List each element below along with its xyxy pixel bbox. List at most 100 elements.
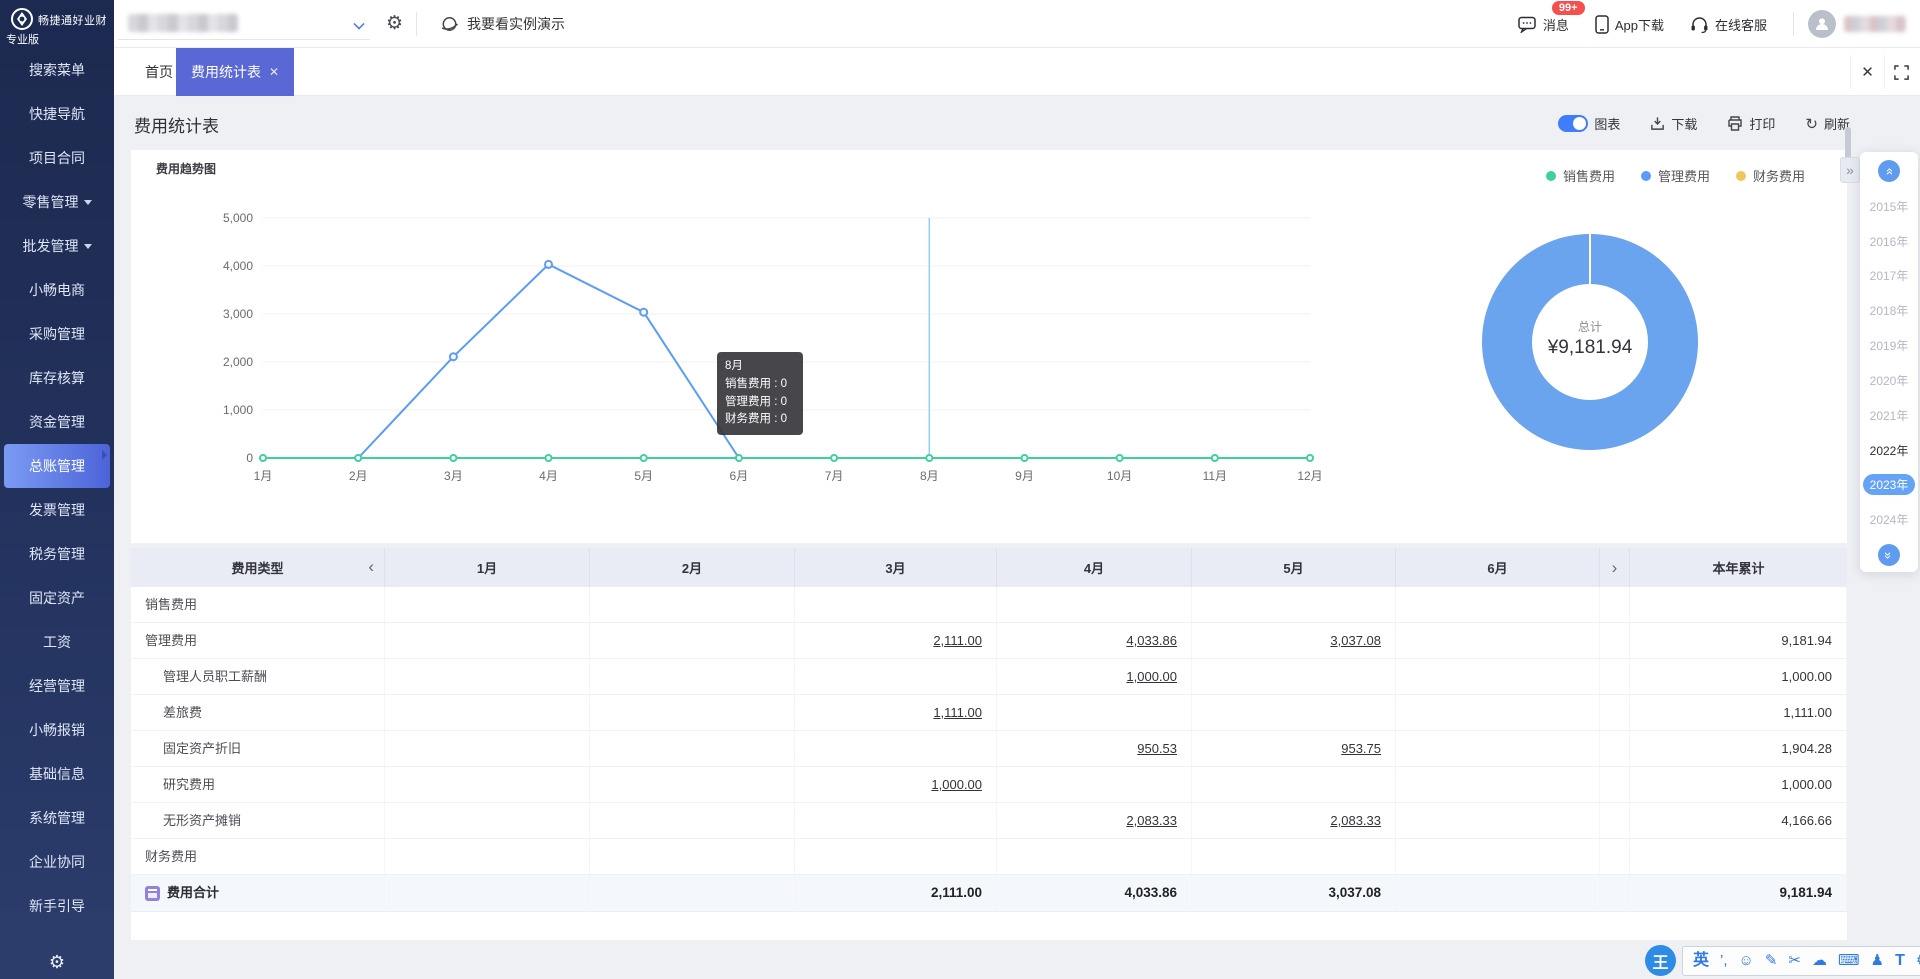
sidebar-item-经营管理[interactable]: 经营管理: [0, 664, 114, 708]
svg-text:3月: 3月: [444, 469, 463, 483]
cell-value[interactable]: 953.75: [1341, 741, 1381, 756]
sidebar-item-资金管理[interactable]: 资金管理: [0, 400, 114, 444]
sidebar-item-label: 批发管理: [22, 238, 79, 254]
sidebar-item-新手引导[interactable]: 新手引导: [0, 884, 114, 928]
year-option-2023年[interactable]: 2023年: [1862, 474, 1916, 496]
year-option-2024年[interactable]: 2024年: [1869, 513, 1909, 528]
sidebar-item-小畅报销[interactable]: 小畅报销: [0, 708, 114, 752]
svg-text:0: 0: [246, 451, 253, 465]
punctuation-mode[interactable]: ’,: [1720, 952, 1728, 969]
row-label-管理人员职工薪酬: 管理人员职工薪酬: [131, 659, 385, 695]
person-icon: [1816, 18, 1828, 30]
keyboard-icon[interactable]: ⌨: [1838, 952, 1860, 969]
sidebar-item-搜索菜单[interactable]: 搜索菜单: [0, 48, 114, 92]
company-select[interactable]: [118, 8, 370, 40]
cell-差旅费-累计: 1,111.00: [1630, 695, 1847, 731]
close-all-tabs-icon[interactable]: ✕: [1850, 55, 1884, 89]
cell-value[interactable]: 2,083.33: [1126, 813, 1177, 828]
sidebar-item-总账管理[interactable]: 总账管理: [4, 444, 110, 488]
refresh-button[interactable]: ↻ 刷新: [1805, 114, 1850, 133]
year-option-2018年[interactable]: 2018年: [1869, 304, 1909, 319]
cell-value[interactable]: 1,111.00: [933, 705, 982, 720]
company-name-blurred: [128, 14, 238, 32]
year-option-2016年[interactable]: 2016年: [1869, 234, 1909, 249]
cell-销售费用-2月: [590, 587, 795, 623]
year-option-2020年[interactable]: 2020年: [1869, 373, 1909, 388]
cell-value[interactable]: 2,111.00: [933, 633, 982, 648]
settings-icon[interactable]: ⚙: [1916, 953, 1920, 968]
sidebar-item-小畅电商[interactable]: 小畅电商: [0, 268, 114, 312]
cell-value[interactable]: 950.53: [1137, 741, 1177, 756]
app-download-button[interactable]: App下载: [1595, 14, 1664, 34]
sidebar-item-label: 资金管理: [29, 414, 85, 430]
cell-管理费用-3月: 2,111.00: [795, 623, 997, 659]
pencil-icon[interactable]: ✎: [1764, 952, 1778, 969]
year-option-2019年[interactable]: 2019年: [1869, 339, 1909, 354]
sidebar-item-工资[interactable]: 工资: [0, 620, 114, 664]
year-option-2021年[interactable]: 2021年: [1869, 408, 1909, 423]
year-option-2015年[interactable]: 2015年: [1869, 199, 1909, 214]
cell-value[interactable]: 4,033.86: [1126, 633, 1177, 648]
emoji-icon[interactable]: ☺: [1738, 952, 1754, 969]
sidebar-item-零售管理[interactable]: 零售管理: [0, 180, 114, 224]
year-option-2017年[interactable]: 2017年: [1869, 269, 1909, 284]
person-icon[interactable]: ♟: [1870, 952, 1885, 969]
sidebar-item-项目合同[interactable]: 项目合同: [0, 136, 114, 180]
column-header-费用类型: 费用类型 ‹: [131, 548, 385, 587]
cell-value[interactable]: 2,083.33: [1330, 813, 1381, 828]
sidebar-item-企业协同[interactable]: 企业协同: [0, 840, 114, 884]
sidebar-settings-gear-icon[interactable]: ⚙: [48, 952, 66, 972]
scissors-icon[interactable]: ✂: [1788, 952, 1801, 969]
cell-财务费用-1月: [385, 839, 590, 875]
cell-无形资产摊销-6月: [1396, 803, 1600, 839]
cloud-icon[interactable]: ☁: [1812, 952, 1827, 969]
sidebar-item-系统管理[interactable]: 系统管理: [0, 796, 114, 840]
fullscreen-icon[interactable]: [1884, 55, 1918, 89]
ime-logo[interactable]: 王: [1645, 945, 1676, 976]
legend-item-管理费用[interactable]: 管理费用: [1640, 166, 1710, 185]
row-label-text: 销售费用: [145, 597, 198, 612]
chart-toggle[interactable]: 图表: [1558, 114, 1620, 133]
sidebar-item-label: 经营管理: [29, 678, 85, 694]
cell-value[interactable]: 1,000.00: [1126, 669, 1177, 684]
cell-value[interactable]: 1,000.00: [931, 777, 982, 792]
year-scroll-up-button[interactable]: »: [1878, 160, 1900, 182]
settings-gear-icon[interactable]: ⚙: [386, 13, 404, 34]
messages-button[interactable]: 消息 99+: [1518, 0, 1587, 34]
table-row-研究费用: 研究费用 1,000.00 1,000.00: [131, 767, 1847, 803]
collapse-year-panel-handle[interactable]: »: [1840, 157, 1860, 183]
sidebar-item-发票管理[interactable]: 发票管理: [0, 488, 114, 532]
english-mode[interactable]: 英: [1693, 951, 1710, 969]
year-scroll-down-button[interactable]: »: [1878, 544, 1900, 566]
page-title: 费用统计表: [134, 117, 219, 136]
online-service-button[interactable]: 在线客服: [1690, 15, 1767, 34]
column-header-本年累计: 本年累计: [1630, 548, 1847, 587]
print-button[interactable]: 打印: [1727, 114, 1775, 133]
username-blurred[interactable]: [1844, 16, 1906, 32]
legend-item-财务费用[interactable]: 财务费用: [1735, 166, 1805, 185]
sidebar-item-快捷导航[interactable]: 快捷导航: [0, 92, 114, 136]
sidebar-item-基础信息[interactable]: 基础信息: [0, 752, 114, 796]
chart-toggle-switch[interactable]: [1558, 115, 1589, 132]
demo-link[interactable]: 我要看实例演示: [440, 0, 565, 48]
legend-dot: [1640, 170, 1651, 181]
download-button[interactable]: 下载: [1650, 114, 1697, 133]
sidebar-item-固定资产[interactable]: 固定资产: [0, 576, 114, 620]
scrollbar-thumb[interactable]: [1845, 127, 1851, 163]
sidebar-item-采购管理[interactable]: 采购管理: [0, 312, 114, 356]
tab-home[interactable]: 首页: [145, 64, 173, 80]
year-option-2022年[interactable]: 2022年: [1869, 443, 1909, 458]
tab-close-icon[interactable]: ✕: [268, 65, 280, 79]
shirt-icon[interactable]: T: [1895, 951, 1905, 969]
sidebar-item-label: 发票管理: [29, 502, 85, 518]
tab-expense-report[interactable]: 费用统计表 ✕: [176, 48, 294, 96]
cell-value: 1,000.00: [1781, 669, 1832, 684]
user-avatar[interactable]: [1808, 10, 1836, 38]
cell-value[interactable]: 3,037.08: [1330, 633, 1381, 648]
next-months-icon[interactable]: ›: [1611, 557, 1618, 577]
prev-months-icon[interactable]: ‹: [368, 557, 374, 576]
sidebar-item-库存核算[interactable]: 库存核算: [0, 356, 114, 400]
sidebar-item-批发管理[interactable]: 批发管理: [0, 224, 114, 268]
legend-item-销售费用[interactable]: 销售费用: [1545, 166, 1615, 185]
sidebar-item-税务管理[interactable]: 税务管理: [0, 532, 114, 576]
